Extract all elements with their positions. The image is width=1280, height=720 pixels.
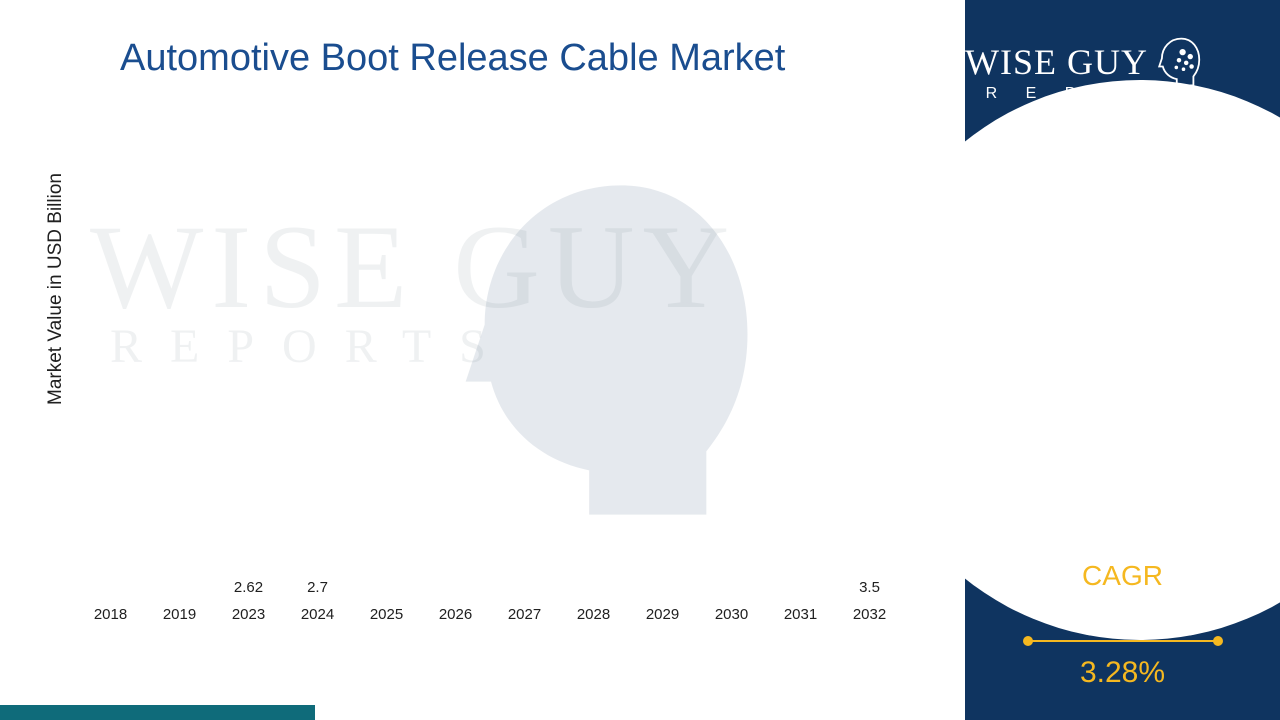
x-tick-label: 2027 — [499, 606, 550, 623]
x-tick-label: 2018 — [85, 606, 136, 623]
bar-chart: 2.62 2.7 3.5 — [85, 180, 895, 600]
chart-main-area: WISE GUYREPORTS Automotive Boot Release … — [0, 0, 965, 720]
x-tick-label: 2024 — [292, 606, 343, 623]
cagr-range: (2019-2032) — [965, 594, 1280, 622]
x-tick-label: 2031 — [775, 606, 826, 623]
chart-title: Automotive Boot Release Cable Market — [120, 35, 820, 83]
x-tick-label: 2032 — [844, 606, 895, 623]
side-panel: WISE GUY R E P O R T S CAGR (2019-2032) … — [965, 0, 1280, 720]
brand-logo: WISE GUY R E P O R T S — [965, 35, 1260, 121]
cagr-value: 3.28% — [965, 656, 1280, 690]
x-tick-label: 2025 — [361, 606, 412, 623]
x-tick-label: 2030 — [706, 606, 757, 623]
brand-sub: R E P O R T S — [965, 85, 1206, 121]
x-tick-label: 2028 — [568, 606, 619, 623]
x-tick-label: 2023 — [223, 606, 274, 623]
cagr-label: CAGR — [965, 560, 1280, 592]
x-tick-label: 2029 — [637, 606, 688, 623]
x-tick-label: 2026 — [430, 606, 481, 623]
bar-value-label: 2.62 — [234, 579, 263, 596]
cagr-block: CAGR (2019-2032) 3.28% — [965, 560, 1280, 690]
brand-head-icon — [1156, 35, 1202, 89]
bar-value-label: 3.5 — [859, 579, 880, 596]
bar-value-label: 2.7 — [307, 579, 328, 596]
x-tick-label: 2019 — [154, 606, 205, 623]
bottom-accent-bar — [0, 705, 315, 720]
y-axis-label: Market Value in USD Billion — [45, 173, 67, 405]
cagr-divider — [1028, 640, 1218, 642]
brand-name: WISE GUY — [965, 41, 1148, 83]
x-axis-labels: 2018 2019 2023 2024 2025 2026 2027 2028 2029 2030… — [85, 606, 895, 623]
